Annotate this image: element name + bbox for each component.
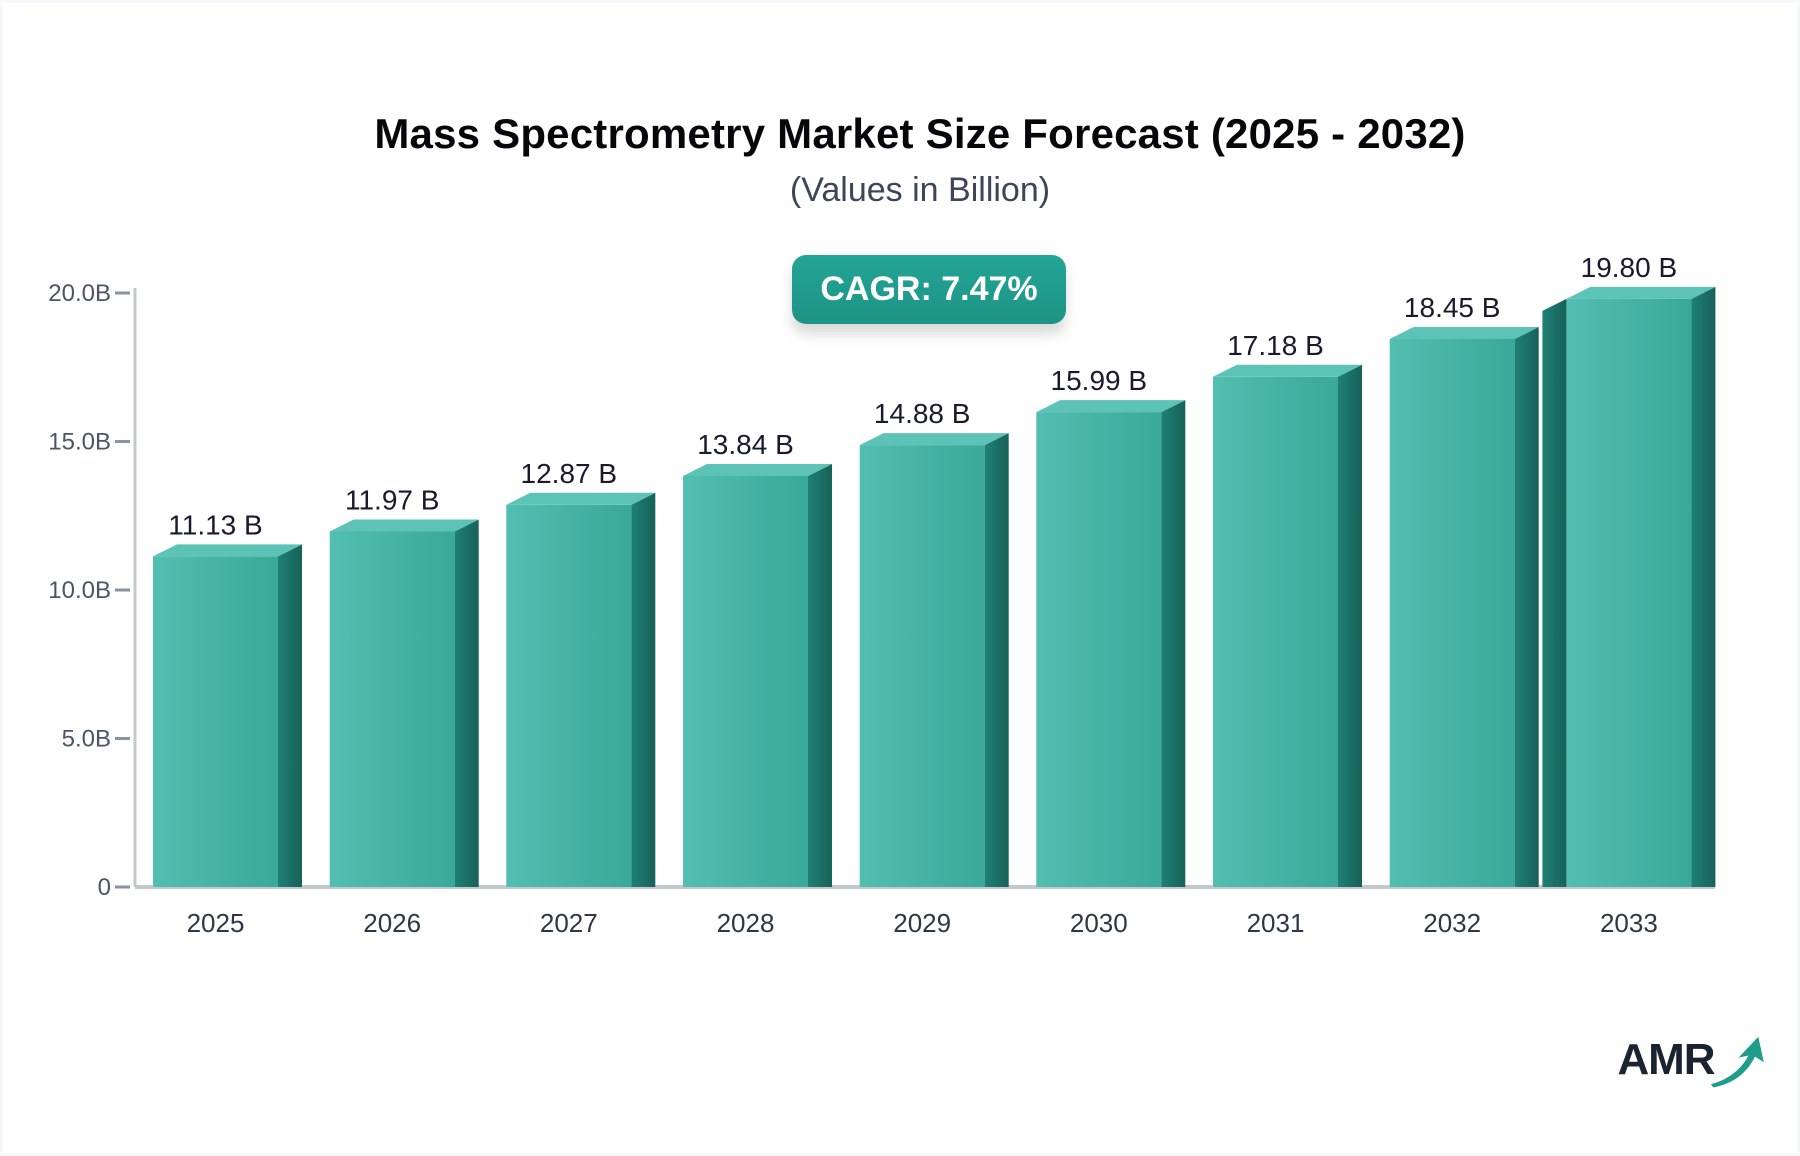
svg-text:2031: 2031 — [1247, 908, 1305, 938]
svg-text:2029: 2029 — [893, 908, 951, 938]
svg-text:18.45 B: 18.45 B — [1404, 292, 1501, 323]
svg-text:17.18 B: 17.18 B — [1227, 330, 1324, 361]
svg-text:11.97 B: 11.97 B — [345, 485, 439, 516]
svg-text:2028: 2028 — [717, 908, 775, 938]
svg-text:0: 0 — [98, 874, 111, 901]
svg-text:19.80 B: 19.80 B — [1581, 252, 1678, 283]
svg-text:14.88 B: 14.88 B — [874, 398, 971, 429]
svg-text:13.84 B: 13.84 B — [697, 429, 794, 460]
svg-text:20.0B: 20.0B — [48, 280, 111, 307]
svg-text:15.0B: 15.0B — [48, 429, 111, 456]
svg-text:11.13 B: 11.13 B — [168, 509, 262, 540]
svg-text:15.99 B: 15.99 B — [1051, 365, 1148, 396]
svg-text:10.0B: 10.0B — [48, 577, 111, 604]
svg-text:2030: 2030 — [1070, 908, 1128, 938]
svg-text:2033: 2033 — [1600, 908, 1658, 938]
svg-text:2032: 2032 — [1423, 908, 1481, 938]
svg-text:2027: 2027 — [540, 908, 598, 938]
svg-text:2026: 2026 — [363, 908, 421, 938]
svg-text:2025: 2025 — [187, 908, 245, 938]
svg-text:5.0B: 5.0B — [62, 726, 111, 753]
svg-text:12.87 B: 12.87 B — [521, 458, 618, 489]
